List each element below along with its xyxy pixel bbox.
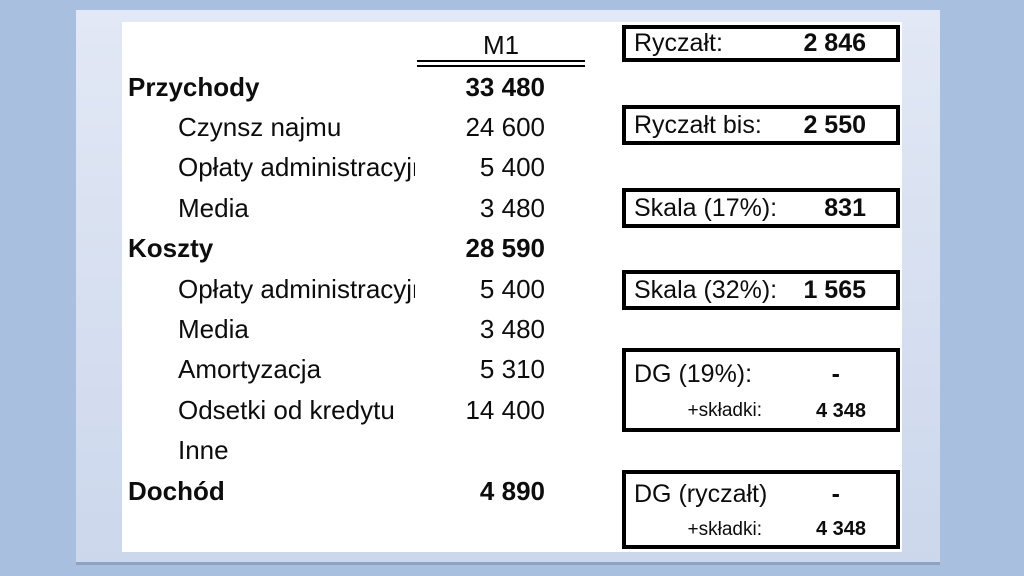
summary-boxes: Ryczałt: 2 846 Ryczałt bis: 2 550 Skala … bbox=[622, 22, 900, 552]
box-sub-label: +składki: bbox=[687, 518, 762, 540]
row-value: 4 890 bbox=[479, 475, 545, 506]
table-row-amortyzacja: Amortyzacja 5 310 bbox=[128, 350, 545, 390]
box-main-row: DG (ryczałt) - bbox=[626, 474, 896, 514]
table-row-oplaty-administracyjne-2: Opłaty administracyjn 5 400 bbox=[128, 269, 545, 309]
row-value: 28 590 bbox=[465, 233, 545, 264]
slide-background: M1 Przychody 33 480 Czynsz najmu 24 600 … bbox=[76, 10, 940, 565]
row-label: Koszty bbox=[128, 233, 214, 264]
summary-box-skala-32: Skala (32%): 1 565 bbox=[622, 270, 900, 310]
box-value: 831 bbox=[824, 193, 866, 222]
table-row-inne: Inne bbox=[128, 431, 545, 471]
summary-box-ryczalt-bis: Ryczałt bis: 2 550 bbox=[622, 105, 900, 145]
row-value: 33 480 bbox=[465, 71, 545, 102]
row-label: Opłaty administracyjn bbox=[178, 273, 415, 304]
box-label: Ryczałt: bbox=[634, 29, 723, 57]
box-main-row: DG (19%): - bbox=[626, 353, 896, 395]
table-row-przychody: Przychody 33 480 bbox=[128, 67, 545, 107]
row-label: Opłaty administracyjn bbox=[178, 152, 415, 183]
table-row-koszty: Koszty 28 590 bbox=[128, 229, 545, 269]
row-value: 3 480 bbox=[479, 192, 545, 223]
row-label: Czynsz najmu bbox=[178, 112, 342, 143]
financial-table: M1 Przychody 33 480 Czynsz najmu 24 600 … bbox=[128, 22, 585, 552]
row-label: Inne bbox=[178, 435, 229, 466]
column-header-m1: M1 bbox=[417, 30, 585, 67]
box-value: 2 550 bbox=[803, 110, 866, 139]
table-row-dochod: Dochód 4 890 bbox=[128, 471, 545, 511]
table-rows: Przychody 33 480 Czynsz najmu 24 600 Opł… bbox=[128, 67, 545, 511]
row-label: Media bbox=[178, 192, 249, 223]
row-value: 24 600 bbox=[465, 112, 545, 143]
box-label: Ryczałt bis: bbox=[634, 110, 762, 139]
box-sub-value: 4 348 bbox=[815, 518, 866, 541]
summary-box-skala-17: Skala (17%): 831 bbox=[622, 188, 900, 228]
table-row-media-1: Media 3 480 bbox=[128, 188, 545, 228]
box-label: Skala (32%): bbox=[634, 275, 778, 304]
table-row-czynsz-najmu: Czynsz najmu 24 600 bbox=[128, 107, 545, 147]
box-value: - bbox=[831, 479, 840, 508]
row-value: 14 400 bbox=[465, 394, 545, 425]
row-label: Odsetki od kredytu bbox=[178, 394, 395, 425]
box-label: DG (19%): bbox=[634, 359, 753, 388]
row-value: 3 480 bbox=[479, 314, 545, 345]
content-panel: M1 Przychody 33 480 Czynsz najmu 24 600 … bbox=[122, 22, 902, 552]
box-value: - bbox=[831, 359, 840, 388]
box-sub-label: +składki: bbox=[687, 400, 762, 421]
box-value: 1 565 bbox=[803, 275, 866, 304]
row-value: 5 310 bbox=[479, 354, 545, 385]
box-sub-row: +składki: 4 348 bbox=[626, 395, 896, 427]
summary-box-dg-19: DG (19%): - +składki: 4 348 bbox=[622, 348, 900, 432]
box-value: 2 846 bbox=[803, 29, 866, 57]
row-label: Amortyzacja bbox=[178, 354, 322, 385]
table-row-media-2: Media 3 480 bbox=[128, 309, 545, 349]
row-label: Przychody bbox=[128, 71, 260, 102]
row-label: Media bbox=[178, 314, 249, 345]
row-value: 5 400 bbox=[479, 273, 545, 304]
box-label: DG (ryczałt) bbox=[634, 479, 768, 508]
box-label: Skala (17%): bbox=[634, 193, 778, 222]
row-value: 5 400 bbox=[479, 152, 545, 183]
summary-box-dg-ryczalt: DG (ryczałt) - +składki: 4 348 bbox=[622, 470, 900, 549]
box-sub-row: +składki: 4 348 bbox=[626, 514, 896, 545]
summary-box-ryczalt: Ryczałt: 2 846 bbox=[622, 25, 900, 62]
row-label: Dochód bbox=[128, 475, 225, 506]
box-sub-value: 4 348 bbox=[815, 399, 866, 422]
table-row-oplaty-administracyjne-1: Opłaty administracyjn 5 400 bbox=[128, 148, 545, 188]
table-row-odsetki-od-kredytu: Odsetki od kredytu 14 400 bbox=[128, 390, 545, 430]
